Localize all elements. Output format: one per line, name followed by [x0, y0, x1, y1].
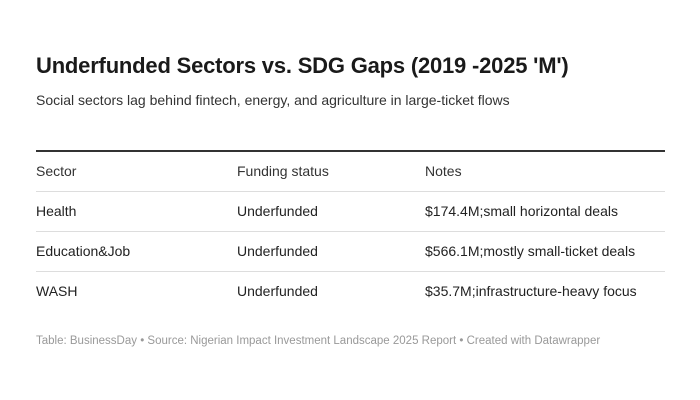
- table-cell-funding-status: Underfunded: [237, 231, 425, 272]
- table-cell-sector: WASH: [36, 283, 78, 299]
- table-cell-sector: Education&Job: [36, 231, 237, 272]
- page-subtitle: Social sectors lag behind fintech, energ…: [36, 92, 510, 108]
- table-cell-funding-status: Underfunded: [237, 191, 425, 232]
- table-row: WASH Underfunded $35.7M;infrastructure-h…: [36, 272, 665, 312]
- table-cell-notes: $35.7M;infrastructure-heavy focus: [425, 283, 637, 299]
- table-row: Education&Job Underfunded $566.1M;mostly…: [36, 231, 665, 272]
- column-header-funding-status: Funding status: [237, 151, 425, 192]
- data-table: Sector Funding status Notes Health Under…: [36, 150, 665, 311]
- table-cell-sector: Health: [36, 191, 237, 232]
- table-cell-notes: $566.1M;mostly small-ticket deals: [425, 231, 665, 272]
- page-title: Underfunded Sectors vs. SDG Gaps (2019 -…: [36, 53, 569, 78]
- column-header-sector: Sector: [36, 151, 237, 192]
- table-header-row: Sector Funding status Notes: [36, 151, 665, 192]
- column-header-notes: Notes: [425, 151, 665, 192]
- table-cell-funding-status: Underfunded: [237, 283, 318, 299]
- source-attribution: Table: BusinessDay • Source: Nigerian Im…: [36, 335, 601, 347]
- table-row: Health Underfunded $174.4M;small horizon…: [36, 191, 665, 232]
- table-cell-notes: $174.4M;small horizontal deals: [425, 191, 665, 232]
